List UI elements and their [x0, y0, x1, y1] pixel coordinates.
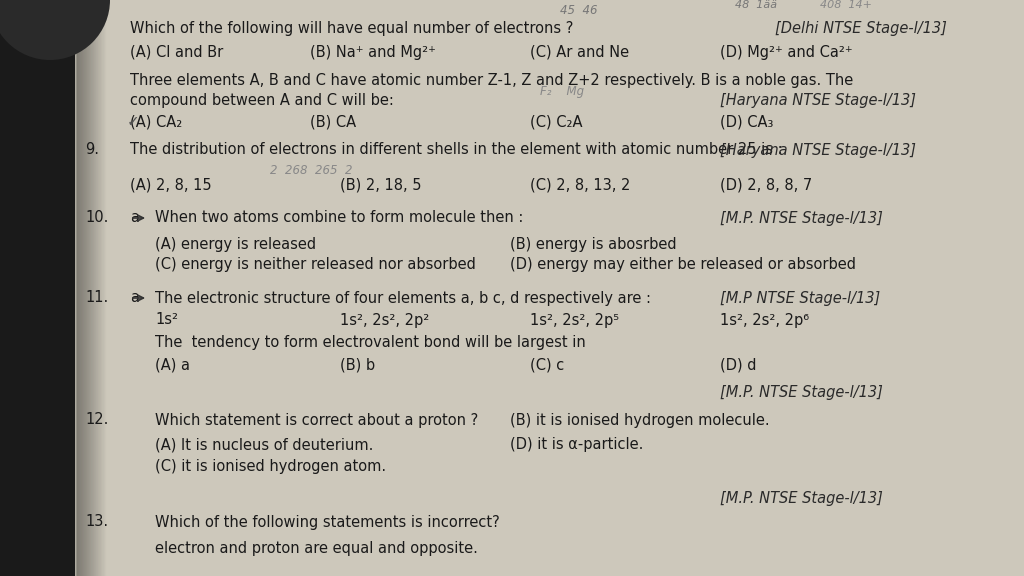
Text: [M.P. NTSE Stage-l/13]: [M.P. NTSE Stage-l/13]	[720, 385, 883, 400]
Bar	[86, 0, 89, 576]
Bar	[97, 0, 100, 576]
Text: 1s²: 1s²	[155, 313, 178, 328]
Text: [M.P NTSE Stage-l/13]: [M.P NTSE Stage-l/13]	[720, 290, 881, 305]
Bar	[77, 0, 80, 576]
Text: [Delhi NTSE Stage-l/13]: [Delhi NTSE Stage-l/13]	[775, 21, 947, 36]
Text: 1s², 2s², 2p⁶: 1s², 2s², 2p⁶	[720, 313, 809, 328]
Bar	[79, 0, 82, 576]
FancyBboxPatch shape	[0, 0, 108, 576]
Bar	[90, 0, 93, 576]
Text: (D) energy may either be released or absorbed: (D) energy may either be released or abs…	[510, 257, 856, 272]
Text: When two atoms combine to form molecule then :: When two atoms combine to form molecule …	[155, 210, 523, 225]
Text: (A) energy is released: (A) energy is released	[155, 237, 316, 252]
Text: Which statement is correct about a proton ?: Which statement is correct about a proto…	[155, 412, 478, 427]
Text: (D) d: (D) d	[720, 358, 757, 373]
Ellipse shape	[0, 0, 110, 60]
Text: 9.: 9.	[85, 142, 99, 157]
Text: (C) 2, 8, 13, 2: (C) 2, 8, 13, 2	[530, 177, 631, 192]
Text: The  tendency to form electrovalent bond will be largest in: The tendency to form electrovalent bond …	[155, 335, 586, 350]
Text: (D) Mg²⁺ and Ca²⁺: (D) Mg²⁺ and Ca²⁺	[720, 44, 853, 59]
Text: The distribution of electrons in different shells in the element with atomic num: The distribution of electrons in differe…	[130, 142, 782, 157]
Bar	[75, 0, 78, 576]
Bar	[99, 0, 102, 576]
Text: (A) 2, 8, 15: (A) 2, 8, 15	[130, 177, 212, 192]
Bar	[84, 0, 87, 576]
Text: (C) c: (C) c	[530, 358, 564, 373]
Text: (B) CA: (B) CA	[310, 115, 356, 130]
Text: ✓: ✓	[127, 115, 139, 130]
Text: a: a	[130, 210, 139, 225]
Text: 45  46: 45 46	[560, 3, 597, 17]
Text: compound between A and C will be:: compound between A and C will be:	[130, 93, 394, 108]
Text: (D) 2, 8, 8, 7: (D) 2, 8, 8, 7	[720, 177, 812, 192]
Bar	[82, 0, 85, 576]
Text: 1s², 2s², 2p²: 1s², 2s², 2p²	[340, 313, 429, 328]
Text: electron and proton are equal and opposite.: electron and proton are equal and opposi…	[155, 540, 478, 555]
Text: (B) energy is abosrbed: (B) energy is abosrbed	[510, 237, 677, 252]
Bar	[81, 0, 84, 576]
Text: [M.P. NTSE Stage-l/13]: [M.P. NTSE Stage-l/13]	[720, 491, 883, 506]
Text: (C) Ar and Ne: (C) Ar and Ne	[530, 44, 629, 59]
Text: 408  14+: 408 14+	[820, 0, 872, 10]
Text: (B) 2, 18, 5: (B) 2, 18, 5	[340, 177, 422, 192]
Text: (C) C₂A: (C) C₂A	[530, 115, 583, 130]
Bar	[101, 0, 104, 576]
Text: (A) Cl and Br: (A) Cl and Br	[130, 44, 223, 59]
Bar	[91, 0, 94, 576]
Bar	[76, 0, 79, 576]
Bar	[85, 0, 88, 576]
Bar	[100, 0, 103, 576]
Bar	[80, 0, 83, 576]
Bar	[95, 0, 98, 576]
Text: Which of the following statements is incorrect?: Which of the following statements is inc…	[155, 514, 500, 529]
Bar	[102, 0, 105, 576]
Text: Three elements A, B and C have atomic number Z-1, Z and Z+2 respectively. B is a: Three elements A, B and C have atomic nu…	[130, 73, 853, 88]
Text: (B) Na⁺ and Mg²⁺: (B) Na⁺ and Mg²⁺	[310, 44, 436, 59]
Text: (C) energy is neither released nor absorbed: (C) energy is neither released nor absor…	[155, 257, 476, 272]
Bar	[92, 0, 95, 576]
Text: (B) it is ionised hydrogen molecule.: (B) it is ionised hydrogen molecule.	[510, 412, 770, 427]
Bar	[89, 0, 92, 576]
Text: 2  268  265  2: 2 268 265 2	[270, 164, 352, 176]
Text: 12.: 12.	[85, 412, 109, 427]
Text: 11.: 11.	[85, 290, 109, 305]
Text: Which of the following will have equal number of electrons ?: Which of the following will have equal n…	[130, 21, 573, 36]
Bar	[103, 0, 106, 576]
Text: a: a	[130, 290, 139, 305]
Bar	[83, 0, 86, 576]
Text: (A) a: (A) a	[155, 358, 190, 373]
Text: [Haryana NTSE Stage-l/13]: [Haryana NTSE Stage-l/13]	[720, 93, 916, 108]
Text: 1s², 2s², 2p⁵: 1s², 2s², 2p⁵	[530, 313, 620, 328]
Bar	[98, 0, 101, 576]
Text: (A) It is nucleus of deuterium.: (A) It is nucleus of deuterium.	[155, 438, 374, 453]
Text: 48  1ää: 48 1ää	[735, 0, 777, 10]
Bar	[94, 0, 97, 576]
Text: (D) CA₃: (D) CA₃	[720, 115, 773, 130]
Bar	[88, 0, 91, 576]
Text: F₂    Mg: F₂ Mg	[540, 85, 584, 98]
Text: (C) it is ionised hydrogen atom.: (C) it is ionised hydrogen atom.	[155, 460, 386, 475]
Text: (B) b: (B) b	[340, 358, 375, 373]
Bar	[96, 0, 99, 576]
Text: (D) it is α-particle.: (D) it is α-particle.	[510, 438, 643, 453]
Text: 13.: 13.	[85, 514, 109, 529]
Text: [Haryana NTSE Stage-l/13]: [Haryana NTSE Stage-l/13]	[720, 142, 916, 157]
Text: [M.P. NTSE Stage-l/13]: [M.P. NTSE Stage-l/13]	[720, 210, 883, 225]
Text: 10.: 10.	[85, 210, 109, 225]
Bar	[87, 0, 90, 576]
Bar	[104, 0, 106, 576]
Bar	[93, 0, 96, 576]
Bar	[78, 0, 81, 576]
Text: The electronic structure of four elements a, b c, d respectively are :: The electronic structure of four element…	[155, 290, 651, 305]
Text: (A) CA₂: (A) CA₂	[130, 115, 182, 130]
